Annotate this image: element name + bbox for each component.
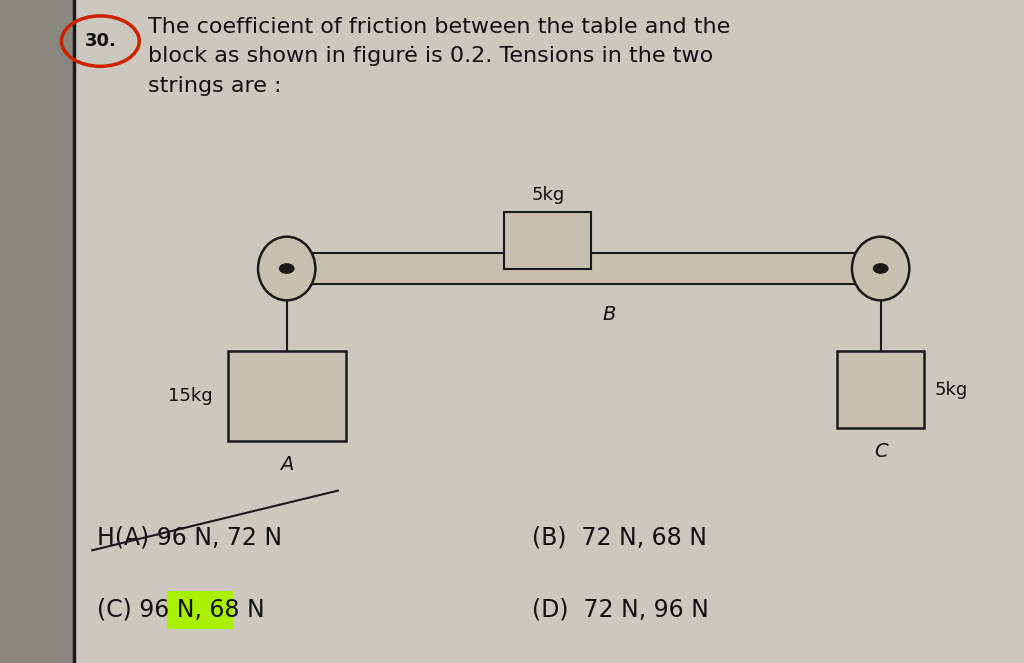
Bar [505, 212, 592, 269]
Ellipse shape [258, 237, 315, 300]
Text: The coefficient of friction between the table and the
block as shown in figurė : The coefficient of friction between the … [148, 17, 731, 96]
Text: 5kg: 5kg [934, 381, 968, 398]
Circle shape [873, 264, 888, 273]
Bar [167, 591, 233, 629]
Bar [228, 351, 346, 441]
Text: (B)  72 N, 68 N: (B) 72 N, 68 N [532, 525, 708, 549]
Text: A: A [280, 455, 294, 475]
Circle shape [280, 264, 294, 273]
Bar [838, 351, 924, 428]
Text: 15kg: 15kg [168, 387, 213, 405]
Bar [0, 0, 74, 663]
Bar [287, 253, 881, 284]
Ellipse shape [852, 237, 909, 300]
Text: C: C [873, 442, 888, 461]
Text: (D)  72 N, 96 N: (D) 72 N, 96 N [532, 598, 710, 622]
Text: H(A) 96 N, 72 N: H(A) 96 N, 72 N [97, 525, 283, 549]
Text: (C) 96 N, 68 N: (C) 96 N, 68 N [97, 598, 265, 622]
Text: B: B [602, 305, 616, 324]
Text: 30.: 30. [84, 32, 117, 50]
Text: 5kg: 5kg [531, 186, 564, 204]
